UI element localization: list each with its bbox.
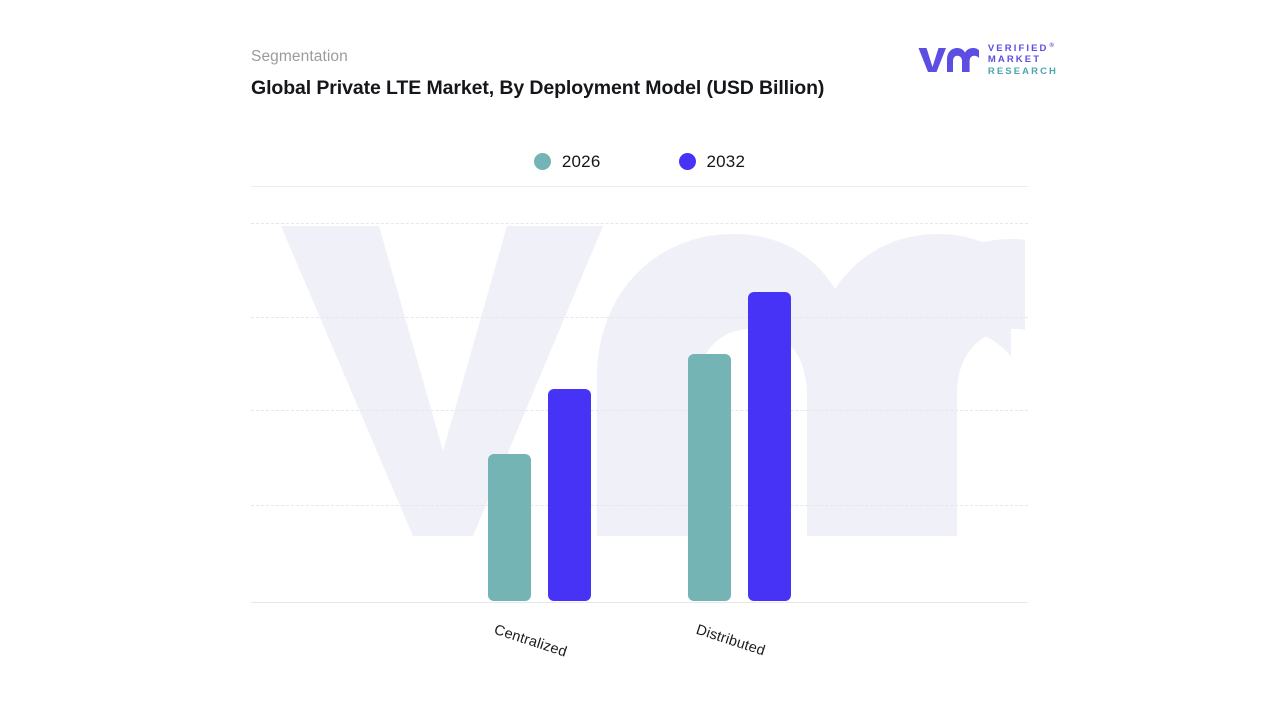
- x-axis-label-distributed: Distributed: [694, 622, 768, 660]
- x-axis-labels: Centralized Distributed: [251, 604, 1028, 694]
- logo-wordmark: VERIFIED ® MARKET RESEARCH: [988, 43, 1058, 78]
- plot-area: [251, 186, 1028, 603]
- legend-item-2026[interactable]: 2026: [533, 151, 601, 172]
- x-axis-label-centralized: Centralized: [492, 622, 569, 661]
- gridline-4: [251, 505, 1028, 506]
- legend-label-2032: 2032: [706, 151, 746, 171]
- legend-swatch-icon-2026: [533, 153, 551, 170]
- gridline-2: [251, 317, 1028, 318]
- bar-distributed-2026[interactable]: [688, 354, 731, 601]
- registered-icon: ®: [1049, 42, 1054, 49]
- bar-distributed-2032[interactable]: [748, 292, 791, 601]
- gridline-1: [251, 223, 1028, 224]
- plot-top-rule: [251, 186, 1028, 187]
- logo-line-verified-text: VERIFIED: [987, 42, 1049, 54]
- bar-centralized-2032[interactable]: [548, 389, 591, 601]
- logo-line-market: MARKET: [987, 54, 1042, 66]
- legend-swatch-icon-2032: [678, 153, 696, 170]
- chart-legend: 2026 2032: [251, 148, 1028, 175]
- bar-centralized-2026[interactable]: [488, 454, 531, 601]
- logo-line-verified: VERIFIED ®: [987, 42, 1058, 55]
- vmr-logo-icon: [918, 48, 979, 72]
- x-axis-line: [251, 602, 1028, 603]
- page-title: Global Private LTE Market, By Deployment…: [251, 77, 825, 99]
- bars-layer: [251, 186, 1028, 602]
- segmentation-kicker: Segmentation: [251, 48, 348, 65]
- logo-line-research: RESEARCH: [987, 65, 1058, 77]
- gridline-3: [251, 410, 1028, 411]
- legend-item-2032[interactable]: 2032: [678, 151, 746, 172]
- legend-label-2026: 2026: [561, 151, 601, 171]
- brand-logo: VERIFIED ® MARKET RESEARCH: [917, 42, 1058, 78]
